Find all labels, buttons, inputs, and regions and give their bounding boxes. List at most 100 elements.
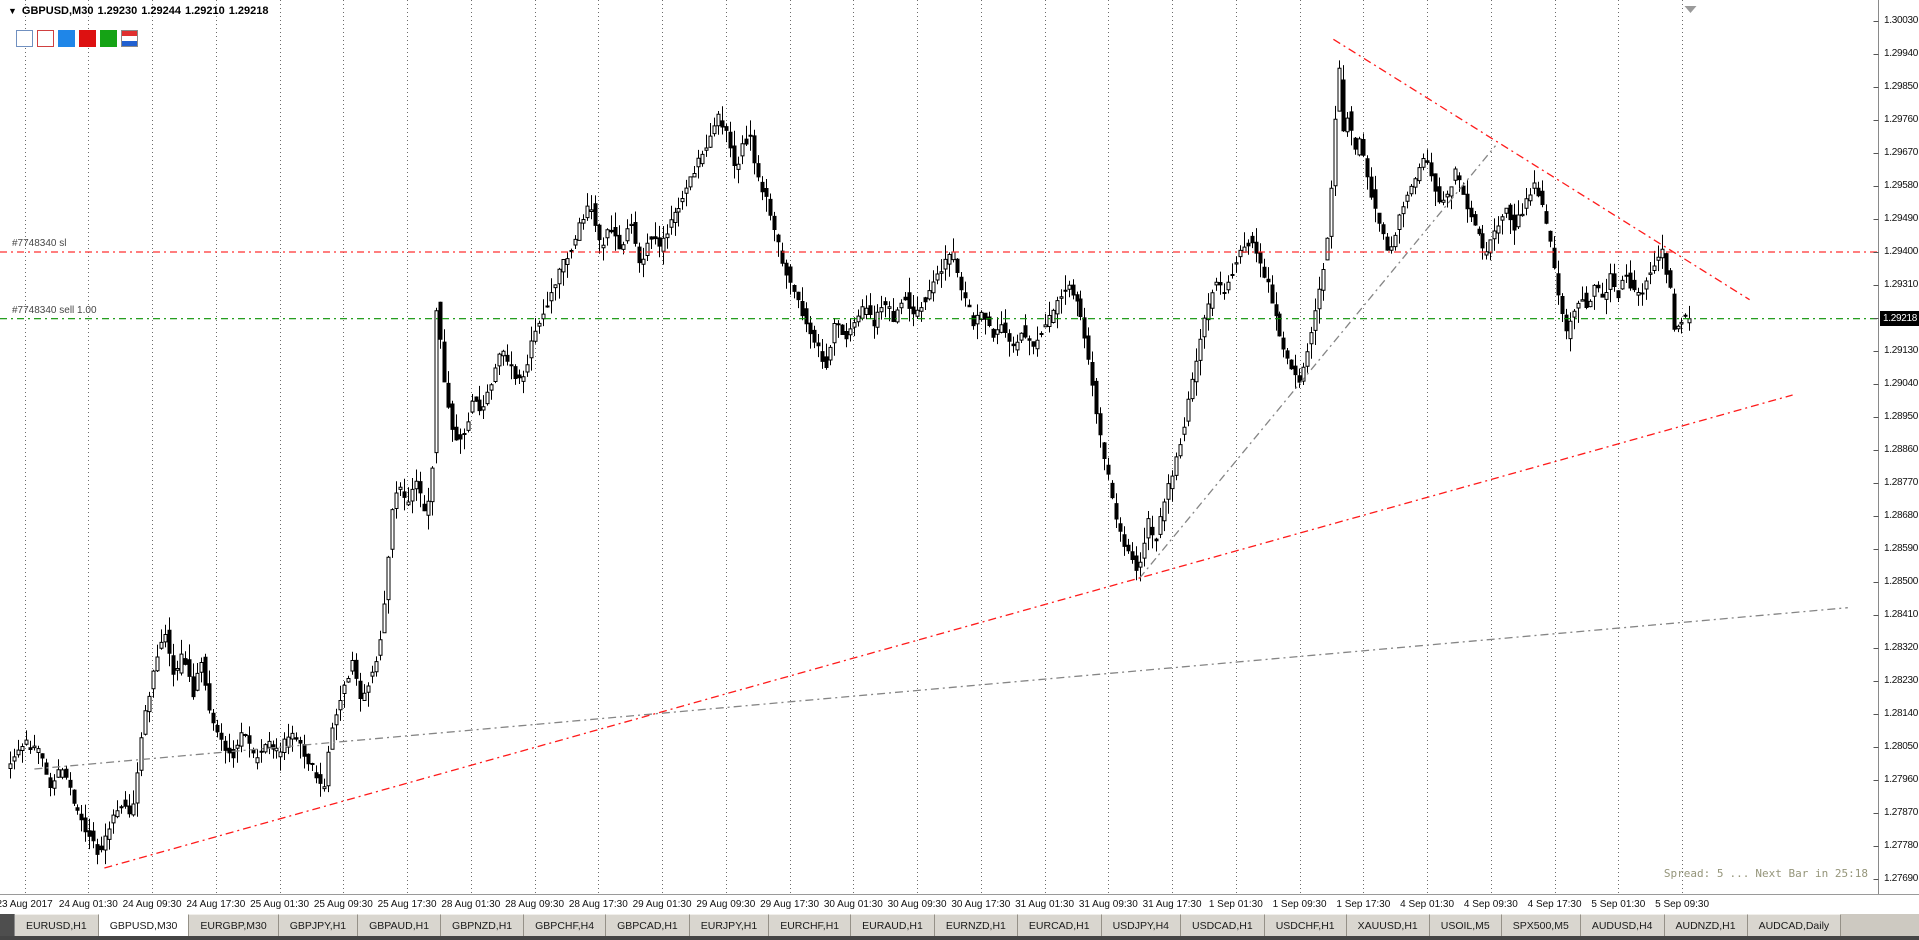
time-axis-label: 1 Sep 01:30 bbox=[1208, 899, 1263, 910]
price-axis-label: 1.28680 bbox=[1884, 510, 1919, 521]
chart-area[interactable]: ▼ GBPUSD,M30 1.29230 1.29244 1.29210 1.29218 … bbox=[0, 0, 1919, 894]
time-axis[interactable]: 23 Aug 2017 24 Aug 01:30 24 Aug 09:30 24 Au… bbox=[0, 894, 1919, 914]
price-axis-label: 1.29400 bbox=[1884, 246, 1919, 257]
time-axis-label: 4 Sep 17:30 bbox=[1527, 899, 1582, 910]
time-axis-label: 23 Aug 2017 bbox=[0, 899, 53, 910]
time-axis-label: 24 Aug 01:30 bbox=[58, 899, 118, 910]
order-line-label[interactable]: #7748340 sl bbox=[12, 238, 67, 249]
swatch-striped-flag[interactable] bbox=[121, 30, 138, 47]
chart-tab-euraud-h1[interactable]: EURAUD,H1 bbox=[851, 914, 935, 936]
swatch-white-red-border[interactable] bbox=[37, 30, 54, 47]
chart-tab-xauusd-h1[interactable]: XAUUSD,H1 bbox=[1346, 914, 1430, 936]
time-axis-label: 25 Aug 17:30 bbox=[377, 899, 437, 910]
price-axis-label: 1.28410 bbox=[1884, 609, 1919, 620]
price-axis-label: 1.28950 bbox=[1884, 411, 1919, 422]
swatch-stripe bbox=[122, 36, 137, 41]
swatch-stripe bbox=[122, 31, 137, 36]
high-value: 1.29244 bbox=[141, 5, 181, 17]
time-axis-label: 28 Aug 09:30 bbox=[505, 899, 565, 910]
window-bottom-edge bbox=[0, 936, 1919, 940]
chart-tab-usdchf-h1[interactable]: USDCHF,H1 bbox=[1264, 914, 1347, 936]
trendlines[interactable] bbox=[34, 38, 1848, 869]
price-axis-label: 1.29940 bbox=[1884, 48, 1919, 59]
price-axis-label: 1.27870 bbox=[1884, 807, 1919, 818]
time-axis-label: 31 Aug 01:30 bbox=[1015, 899, 1075, 910]
chart-tab-usdcad-h1[interactable]: USDCAD,H1 bbox=[1181, 914, 1265, 936]
price-axis-label: 1.28140 bbox=[1884, 708, 1919, 719]
time-axis-label: 29 Aug 01:30 bbox=[632, 899, 692, 910]
chart-tab-eurjpy-h1[interactable]: EURJPY,H1 bbox=[689, 914, 770, 936]
price-axis-label: 1.29760 bbox=[1884, 114, 1919, 125]
next-bar-text: Next Bar in 25:18 bbox=[1755, 867, 1868, 880]
chart-tab-eurcad-h1[interactable]: EURCAD,H1 bbox=[1017, 914, 1102, 936]
candles bbox=[8, 60, 1692, 865]
time-axis-label: 28 Aug 17:30 bbox=[568, 899, 628, 910]
chart-tab-gbpcad-h1[interactable]: GBPCAD,H1 bbox=[606, 914, 690, 936]
price-axis-label: 1.30030 bbox=[1884, 15, 1919, 26]
candlestick-chart[interactable] bbox=[0, 0, 1919, 894]
price-axis-label: 1.29310 bbox=[1884, 279, 1919, 290]
time-axis-label: 25 Aug 09:30 bbox=[313, 899, 373, 910]
price-axis-ticks bbox=[1873, 21, 1879, 880]
chart-tab-eurnzd-h1[interactable]: EURNZD,H1 bbox=[934, 914, 1018, 936]
chart-tab-gbpnzd-h1[interactable]: GBPNZD,H1 bbox=[441, 914, 525, 936]
order-line-label[interactable]: #7748340 sell 1.00 bbox=[12, 304, 97, 316]
chart-tab-gbpaud-h1[interactable]: GBPAUD,H1 bbox=[358, 914, 442, 936]
ohlc-header: ▼ GBPUSD,M30 1.29230 1.29244 1.29210 1.29218 bbox=[8, 5, 273, 17]
tab-bar-filler bbox=[1841, 914, 1919, 936]
chart-tab-eurgbp-m30[interactable]: EURGBP,M30 bbox=[189, 914, 279, 936]
chart-tab-audnzd-h1[interactable]: AUDNZD,H1 bbox=[1664, 914, 1748, 936]
chart-tab-bar: EURUSD,H1 GBPUSD,M30 EURGBP,M30 GBPJPY,H1 GB… bbox=[0, 914, 1919, 936]
time-axis-label: 4 Sep 01:30 bbox=[1400, 899, 1455, 910]
chart-tab-eurchf-h1[interactable]: EURCHF,H1 bbox=[769, 914, 852, 936]
price-axis-label: 1.28770 bbox=[1884, 477, 1919, 488]
time-axis-label: 31 Aug 09:30 bbox=[1078, 899, 1138, 910]
price-axis-label: 1.28050 bbox=[1884, 741, 1919, 752]
open-value: 1.29230 bbox=[97, 5, 138, 17]
grid-lines bbox=[25, 0, 1683, 894]
swatch-white-blue-border[interactable] bbox=[16, 30, 33, 47]
color-swatch-toolbar bbox=[16, 30, 138, 47]
tab-bar-corner bbox=[0, 914, 15, 936]
price-axis-label: 1.29580 bbox=[1884, 180, 1919, 191]
time-axis-label: 5 Sep 09:30 bbox=[1655, 899, 1710, 910]
swatch-green[interactable] bbox=[100, 30, 117, 47]
chart-comment: Spread: 5... Next Bar in 25:18 bbox=[1658, 867, 1868, 880]
time-axis-label: 31 Aug 17:30 bbox=[1142, 899, 1202, 910]
chart-tab-eurusd-h1[interactable]: EURUSD,H1 bbox=[15, 914, 99, 936]
time-axis-label: 1 Sep 09:30 bbox=[1272, 899, 1327, 910]
time-axis-label: 24 Aug 09:30 bbox=[122, 899, 182, 910]
current-price-badge: 1.29218 bbox=[1880, 311, 1919, 327]
chart-tab-spx500-m5[interactable]: SPX500,M5 bbox=[1501, 914, 1581, 936]
price-axis-label: 1.28860 bbox=[1884, 444, 1919, 455]
swatch-red[interactable] bbox=[79, 30, 96, 47]
price-axis-label: 1.29040 bbox=[1884, 378, 1919, 389]
swatch-stripe bbox=[122, 41, 137, 46]
price-axis-label: 1.28590 bbox=[1884, 543, 1919, 554]
order-lines[interactable] bbox=[0, 251, 1879, 320]
chart-shift-marker[interactable] bbox=[1684, 6, 1697, 13]
chart-tab-usoil-m5[interactable]: USOIL,M5 bbox=[1429, 914, 1502, 936]
time-axis-label: 5 Sep 01:30 bbox=[1591, 899, 1646, 910]
price-axis-label: 1.29130 bbox=[1884, 345, 1919, 356]
spread-text: Spread: 5 bbox=[1663, 867, 1724, 880]
symbol-dropdown-icon[interactable]: ▼ bbox=[8, 6, 17, 16]
chart-tab-gbpchf-h4[interactable]: GBPCHF,H4 bbox=[524, 914, 607, 936]
chart-tab-gbpusd-m30[interactable]: GBPUSD,M30 bbox=[98, 914, 190, 936]
chart-tab-audcad-daily[interactable]: AUDCAD,Daily bbox=[1747, 914, 1842, 936]
price-axis-label: 1.28230 bbox=[1884, 675, 1919, 686]
chart-tab-usdjpy-h4[interactable]: USDJPY,H4 bbox=[1101, 914, 1182, 936]
chart-tab-gbpjpy-h1[interactable]: GBPJPY,H1 bbox=[278, 914, 359, 936]
time-axis-label: 4 Sep 09:30 bbox=[1463, 899, 1518, 910]
price-axis-label: 1.28500 bbox=[1884, 576, 1919, 587]
price-axis-label: 1.27690 bbox=[1884, 873, 1919, 884]
price-axis[interactable]: 1.30030 1.29940 1.29850 1.29760 1.29670 1.295… bbox=[1880, 0, 1919, 894]
swatch-blue[interactable] bbox=[58, 30, 75, 47]
time-axis-label: 29 Aug 17:30 bbox=[760, 899, 820, 910]
time-axis-label: 30 Aug 17:30 bbox=[951, 899, 1011, 910]
symbol-label: GBPUSD,M30 bbox=[21, 5, 94, 17]
chart-tab-audusd-h4[interactable]: AUDUSD,H4 bbox=[1580, 914, 1665, 936]
price-axis-label: 1.29490 bbox=[1884, 213, 1919, 224]
price-axis-label: 1.29670 bbox=[1884, 147, 1919, 158]
